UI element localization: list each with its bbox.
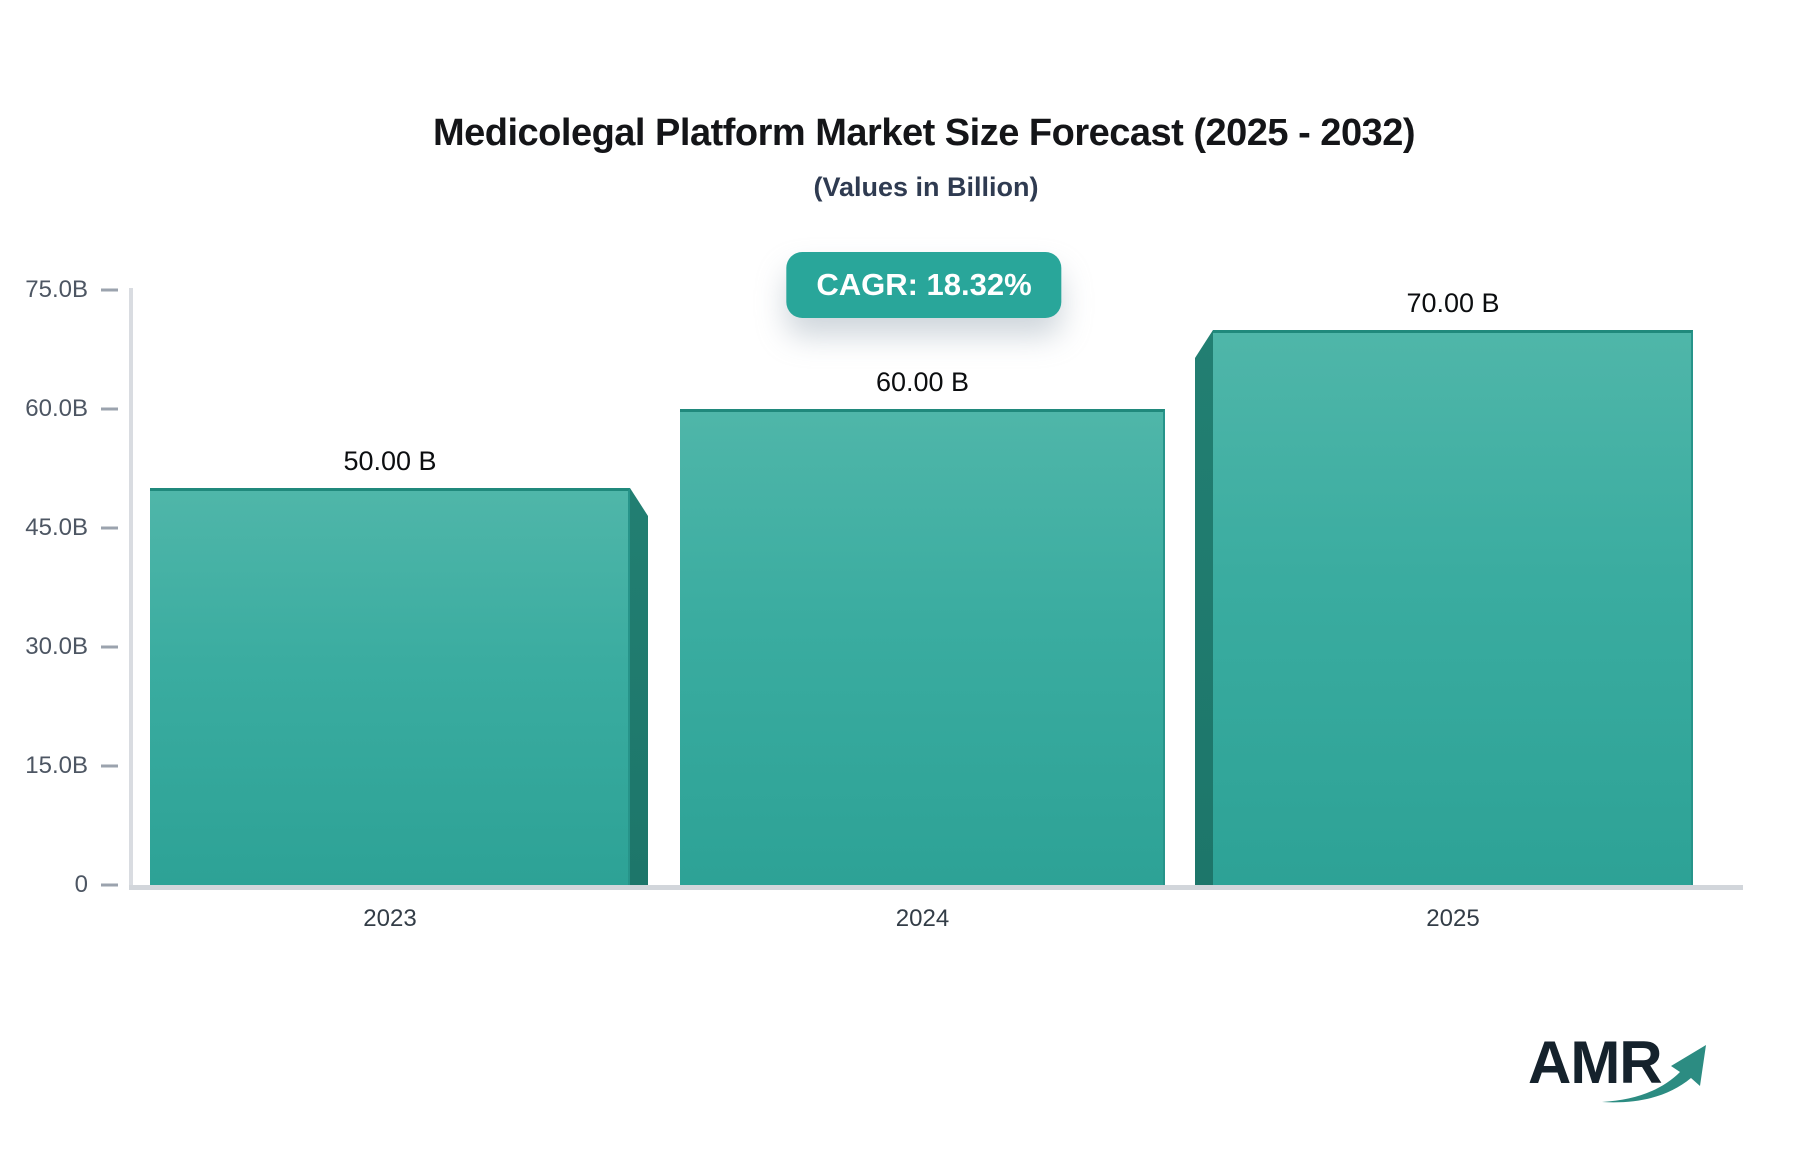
bar-value-label-2024: 60.00 B [875, 367, 970, 397]
y-tick-mark [101, 883, 118, 887]
y-tick-label: 15.0B [25, 752, 88, 779]
y-tick-label: 75.0B [25, 276, 88, 303]
x-axis-label-2024: 2024 [895, 905, 950, 932]
y-tick-mark [101, 645, 118, 649]
x-axis-label-2025: 2025 [1426, 905, 1480, 932]
y-tick-label: 45.0B [25, 514, 88, 541]
bar-side-shadow-2023 [630, 488, 648, 885]
bar-value-label-2023: 50.00 B [343, 446, 437, 476]
bar-2025 [1213, 330, 1693, 885]
x-axis-baseline [129, 885, 1743, 890]
x-axis-label-2023: 2023 [363, 905, 417, 932]
amr-logo-text: AMR [1528, 1029, 1663, 1096]
bar-2023 [150, 488, 630, 885]
chart-title: Medicolegal Platform Market Size Forecas… [432, 112, 1416, 154]
y-tick-mark [101, 288, 118, 292]
bar-side-shadow-2025 [1195, 330, 1213, 885]
y-tick-label: 30.0B [25, 633, 88, 660]
y-tick-mark [101, 407, 118, 411]
bar-2024 [680, 409, 1165, 885]
bar-value-label-2025: 70.00 B [1406, 288, 1500, 318]
y-tick-mark [101, 764, 118, 768]
growth-arrow-icon [1602, 1045, 1706, 1103]
y-tick-label: 60.0B [25, 395, 88, 422]
y-axis-line [129, 288, 133, 887]
y-tick-label: 0 [74, 871, 88, 898]
cagr-badge: CAGR: 18.32% [786, 252, 1062, 318]
y-tick-mark [101, 526, 118, 530]
chart-subtitle: (Values in Billion) [813, 172, 1039, 202]
amr-logo: AMR [1528, 1030, 1718, 1110]
